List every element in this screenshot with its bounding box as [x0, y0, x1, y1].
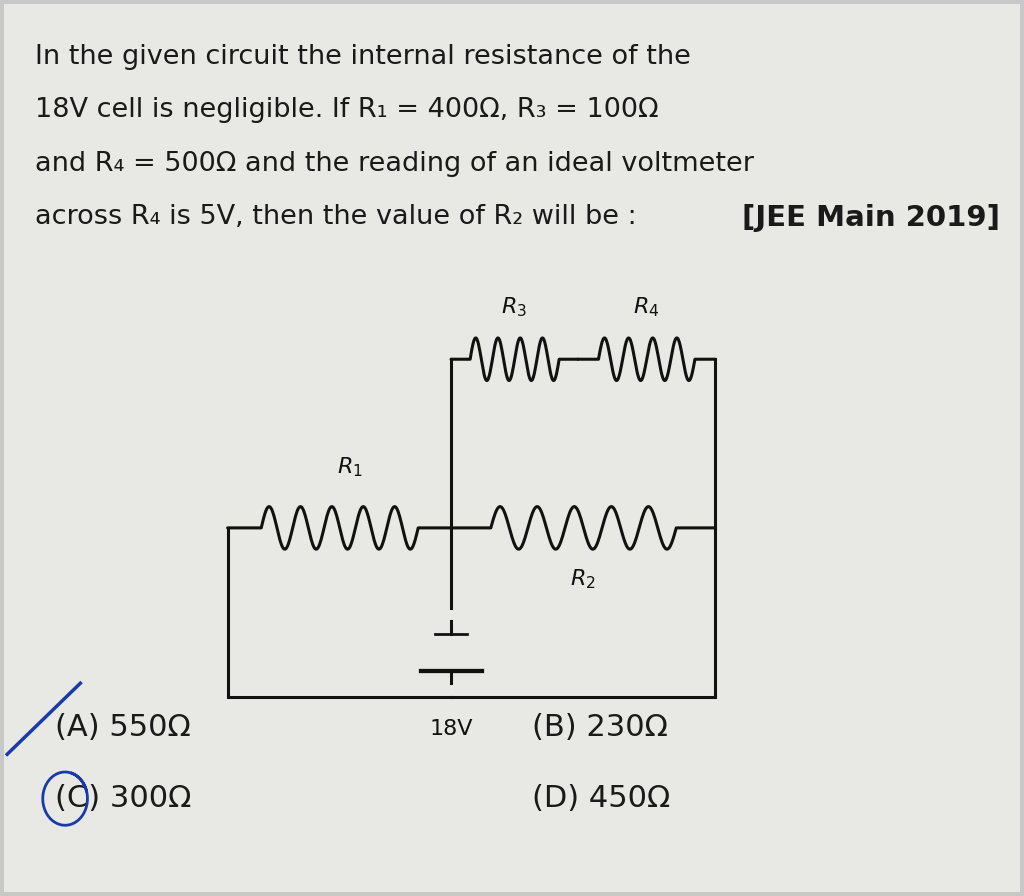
FancyBboxPatch shape [4, 4, 1020, 892]
Text: (C) 300Ω: (C) 300Ω [55, 784, 191, 814]
Text: (A) 550Ω: (A) 550Ω [55, 713, 190, 742]
Text: In the given circuit the internal resistance of the: In the given circuit the internal resist… [35, 44, 690, 70]
Text: (B) 230Ω: (B) 230Ω [532, 713, 669, 742]
Text: $R_4$: $R_4$ [633, 296, 659, 319]
Text: and R₄ = 500Ω and the reading of an ideal voltmeter: and R₄ = 500Ω and the reading of an idea… [35, 151, 754, 177]
Text: $R_3$: $R_3$ [502, 296, 527, 319]
Text: across R₄ is 5V, then the value of R₂ will be :: across R₄ is 5V, then the value of R₂ wi… [35, 204, 636, 230]
Text: 18V cell is negligible. If R₁ = 400Ω, R₃ = 100Ω: 18V cell is negligible. If R₁ = 400Ω, R₃… [35, 98, 658, 124]
Text: $R_2$: $R_2$ [570, 568, 596, 591]
Text: $R_1$: $R_1$ [337, 455, 362, 479]
Text: [JEE Main 2019]: [JEE Main 2019] [741, 204, 999, 232]
Text: 18V: 18V [429, 719, 473, 738]
Text: (D) 450Ω: (D) 450Ω [532, 784, 671, 814]
